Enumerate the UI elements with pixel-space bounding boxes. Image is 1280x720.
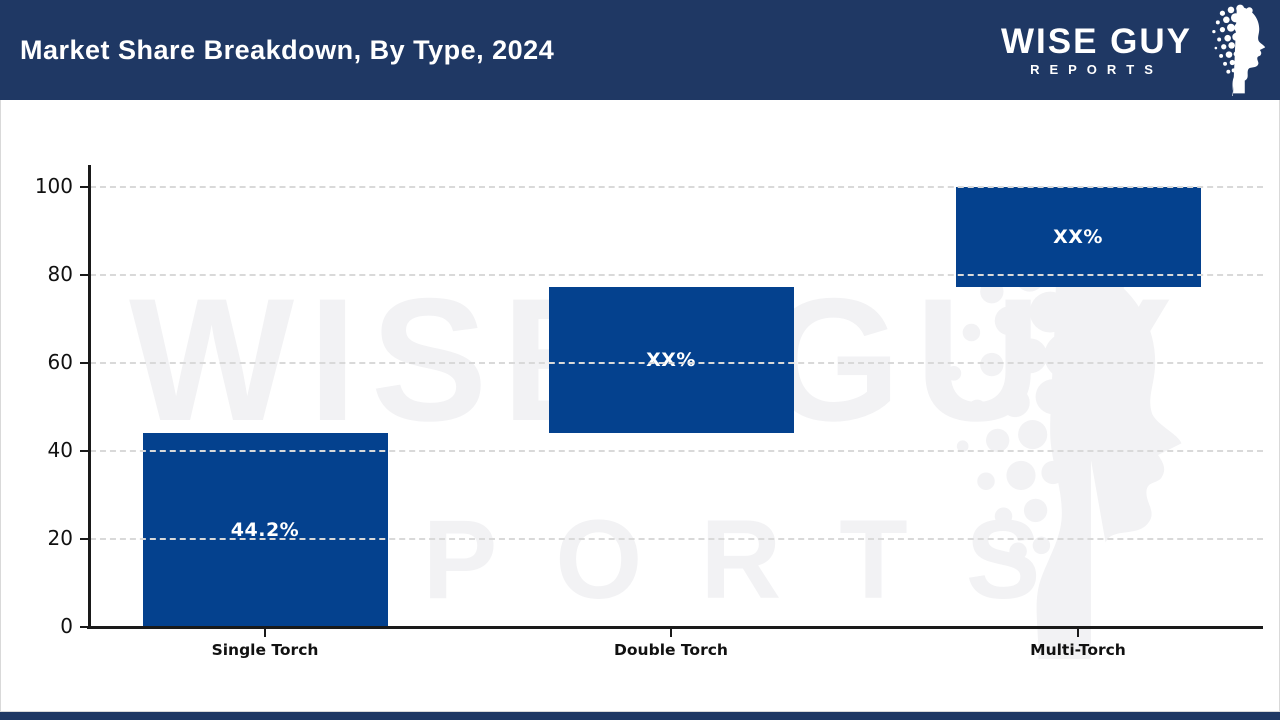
y-tick-label: 100 <box>34 174 73 198</box>
gridline-40 <box>90 450 1263 452</box>
gridline-80 <box>90 274 1263 276</box>
y-tick-mark <box>80 626 89 628</box>
x-axis-line <box>87 626 1263 629</box>
x-tick-mark <box>1077 629 1079 637</box>
y-tick-label: 0 <box>60 614 73 638</box>
y-tick-mark <box>80 186 89 188</box>
y-tick-mark <box>80 450 89 452</box>
y-tick-label: 20 <box>47 526 73 550</box>
y-tick-mark <box>80 362 89 364</box>
x-category-label: Single Torch <box>211 641 319 659</box>
bar-value-label: XX% <box>646 348 696 371</box>
y-tick-label: 40 <box>47 438 73 462</box>
header-bar: Market Share Breakdown, By Type, 2024 WI… <box>0 0 1280 100</box>
bar-value-label: 44.2% <box>230 518 300 541</box>
bar-multi-torch: XX% <box>955 187 1201 288</box>
chart-area: WISE GUY REPORTS 0 20 40 60 80 100 44.2% Single… <box>0 100 1280 712</box>
x-tick-mark <box>670 629 672 637</box>
footer-bar <box>0 712 1280 720</box>
face-silhouette <box>1232 6 1266 96</box>
y-tick-label: 60 <box>47 350 73 374</box>
gridline-20 <box>90 538 1263 540</box>
x-category-label: Multi-Torch <box>1030 641 1126 659</box>
y-tick-mark <box>80 274 89 276</box>
y-tick-mark <box>80 538 89 540</box>
gridline-60 <box>90 362 1263 364</box>
logo-subtitle: REPORTS <box>1030 62 1163 77</box>
y-tick-label: 80 <box>47 262 73 286</box>
page-title: Market Share Breakdown, By Type, 2024 <box>20 34 555 65</box>
x-tick-mark <box>264 629 266 637</box>
wise-guy-logo: WISE GUY REPORTS <box>1001 4 1280 96</box>
face-profile-icon <box>1212 4 1266 96</box>
bar-value-label: XX% <box>1053 226 1103 249</box>
x-category-label: Double Torch <box>614 641 728 659</box>
bar-single-torch: 44.2% <box>142 432 388 627</box>
logo-wordmark: WISE GUY <box>1000 22 1192 61</box>
y-axis-line <box>88 165 91 629</box>
gridline-100 <box>90 186 1263 188</box>
bar-double-torch: XX% <box>548 287 794 433</box>
watermark-face-icon <box>946 253 1182 660</box>
logo-text: WISE GUY REPORTS <box>1001 24 1192 76</box>
